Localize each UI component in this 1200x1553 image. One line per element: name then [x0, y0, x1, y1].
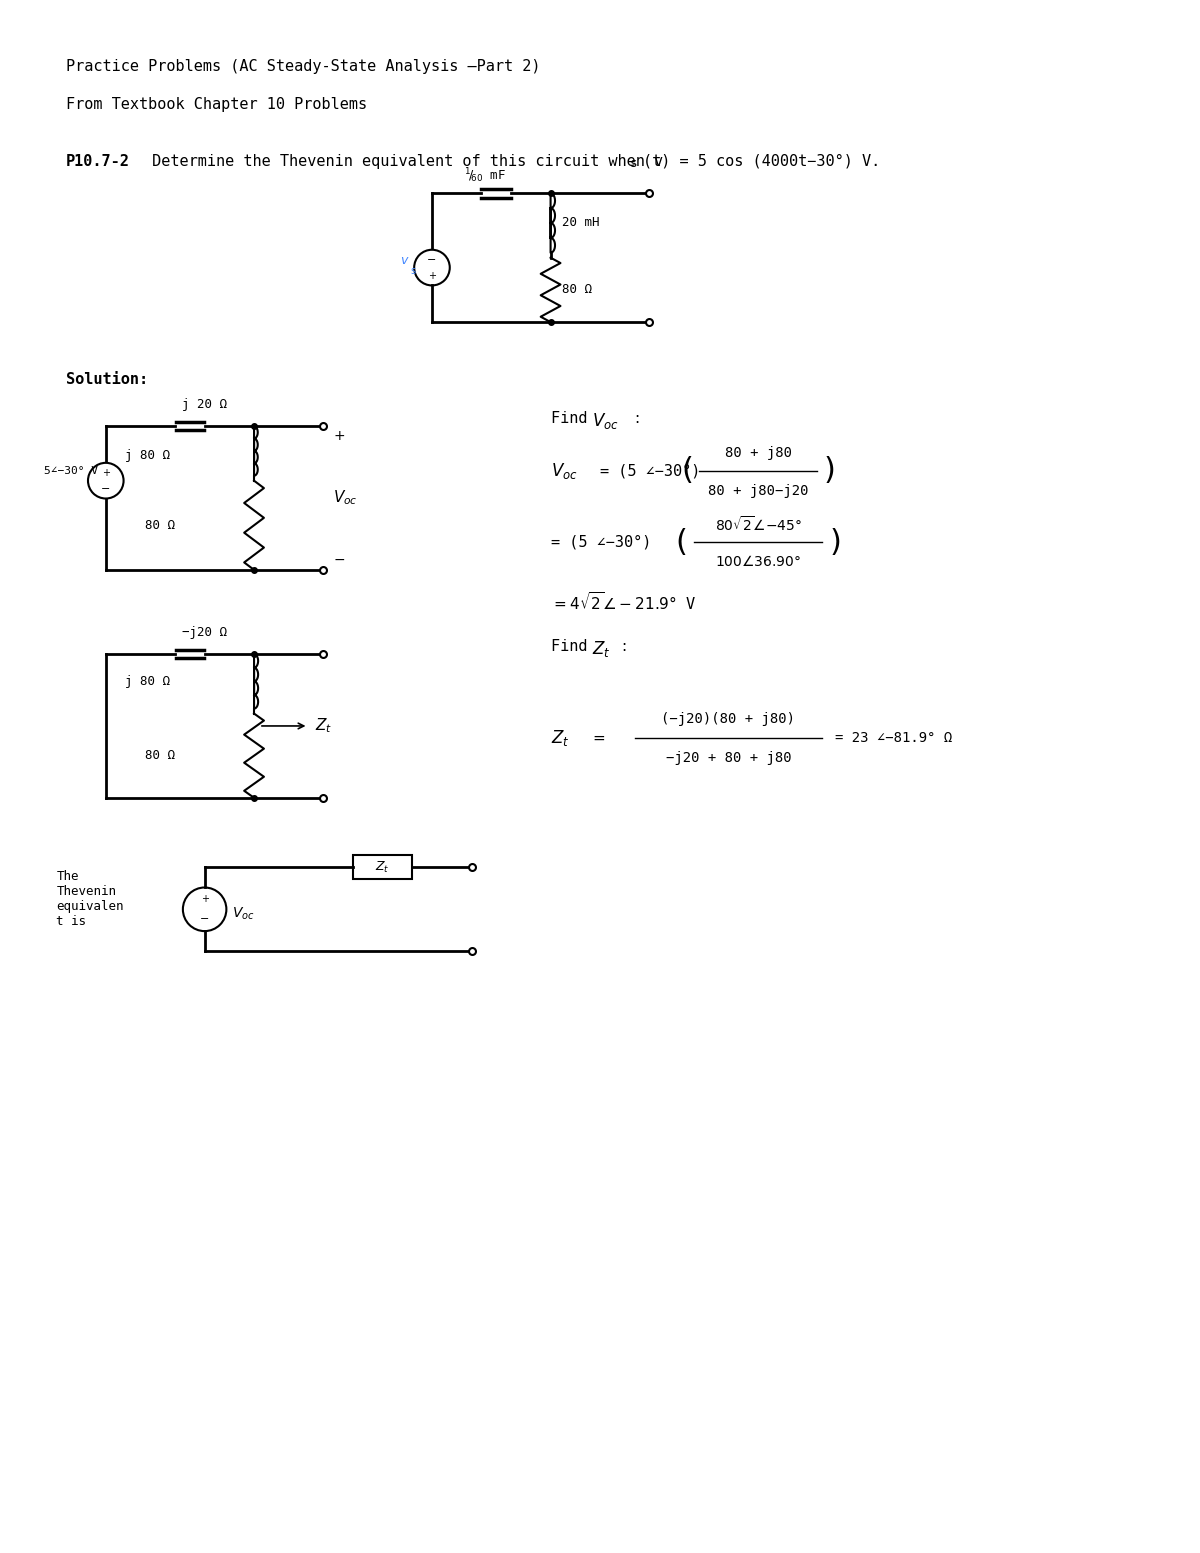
Text: ): ) — [829, 528, 841, 556]
Text: = 23 ∠−81.9° Ω: = 23 ∠−81.9° Ω — [835, 731, 953, 745]
Text: $Z_t$: $Z_t$ — [316, 716, 332, 735]
Text: 80 + j80−j20: 80 + j80−j20 — [708, 483, 809, 497]
Text: +: + — [334, 429, 344, 443]
Text: Find: Find — [551, 640, 596, 654]
Text: 20 mH: 20 mH — [563, 216, 600, 230]
Text: ): ) — [823, 457, 835, 485]
Text: P10.7-2: P10.7-2 — [66, 154, 130, 169]
Text: −j20 + 80 + j80: −j20 + 80 + j80 — [666, 752, 791, 766]
Text: Find: Find — [551, 412, 596, 426]
Text: (t) = 5 cos (4000t−30°) V.: (t) = 5 cos (4000t−30°) V. — [642, 154, 880, 169]
Text: 5∠−30° V: 5∠−30° V — [44, 466, 98, 475]
Text: $80\sqrt{2}\angle{-45°}$: $80\sqrt{2}\angle{-45°}$ — [715, 516, 802, 534]
Text: $= 4\sqrt{2}\angle-21.9°$ V: $= 4\sqrt{2}\angle-21.9°$ V — [551, 590, 696, 612]
Text: −j20 Ω: −j20 Ω — [182, 626, 227, 640]
Text: 80 Ω: 80 Ω — [145, 749, 175, 763]
Text: 80 Ω: 80 Ω — [145, 519, 175, 531]
Text: $100\angle 36.90°$: $100\angle 36.90°$ — [715, 554, 802, 570]
Text: −: − — [200, 915, 209, 924]
Text: $V_{oc}$: $V_{oc}$ — [551, 461, 577, 481]
Text: (: ( — [676, 528, 686, 556]
Text: $V_{oc}$: $V_{oc}$ — [334, 489, 358, 508]
Text: $V_{oc}$: $V_{oc}$ — [233, 905, 254, 922]
Text: = (5 ∠−30°): = (5 ∠−30°) — [551, 534, 650, 550]
Text: j 80 Ω: j 80 Ω — [125, 676, 170, 688]
Text: +: + — [200, 895, 209, 904]
Text: 80 + j80: 80 + j80 — [725, 446, 792, 460]
Text: (−j20)(80 + j80): (−j20)(80 + j80) — [661, 711, 796, 725]
Text: :: : — [622, 640, 626, 654]
Text: From Textbook Chapter 10 Problems: From Textbook Chapter 10 Problems — [66, 98, 367, 112]
Bar — [353, 856, 412, 879]
Text: +: + — [428, 270, 436, 281]
Text: s: s — [630, 157, 637, 169]
Text: j 20 Ω: j 20 Ω — [182, 398, 227, 412]
Text: j 80 Ω: j 80 Ω — [125, 449, 170, 463]
Text: Determine the Thevenin equivalent of this circuit when v: Determine the Thevenin equivalent of thi… — [143, 154, 664, 169]
Text: The
Thevenin
equivalen
t is: The Thevenin equivalen t is — [56, 870, 124, 929]
Text: 80 Ω: 80 Ω — [563, 283, 593, 297]
Text: −: − — [427, 255, 437, 264]
Text: +: + — [102, 467, 109, 478]
Text: $V_{oc}$: $V_{oc}$ — [592, 412, 619, 432]
Text: Solution:: Solution: — [66, 371, 149, 387]
Text: (: ( — [682, 457, 692, 485]
Text: Practice Problems (AC Steady-State Analysis –Part 2): Practice Problems (AC Steady-State Analy… — [66, 59, 541, 75]
Text: v: v — [400, 255, 407, 267]
Text: −: − — [101, 483, 110, 494]
Text: =: = — [592, 731, 605, 745]
Text: :: : — [635, 412, 640, 426]
Text: $Z_t$: $Z_t$ — [551, 728, 569, 749]
Text: $^1\!/_{\!60}$ mF: $^1\!/_{\!60}$ mF — [463, 166, 505, 185]
Text: = (5 ∠−30°): = (5 ∠−30°) — [600, 463, 701, 478]
Text: $Z_t$: $Z_t$ — [376, 860, 390, 874]
Text: s: s — [410, 266, 415, 275]
Text: $Z_t$: $Z_t$ — [592, 640, 611, 658]
Text: −: − — [334, 553, 344, 567]
